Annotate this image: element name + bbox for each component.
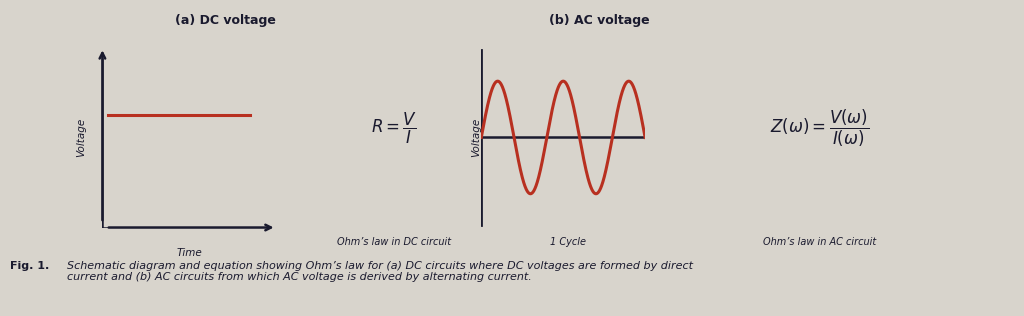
- Text: (a) DC voltage: (a) DC voltage: [175, 14, 275, 27]
- Text: Schematic diagram and equation showing Ohm’s law for (a) DC circuits where DC vo: Schematic diagram and equation showing O…: [67, 261, 692, 282]
- Text: (b) AC voltage: (b) AC voltage: [549, 14, 649, 27]
- Text: 1 Cycle: 1 Cycle: [550, 237, 587, 247]
- Text: Time: Time: [176, 248, 203, 258]
- Text: Ohm’s law in DC circuit: Ohm’s law in DC circuit: [337, 237, 452, 247]
- Text: Voltage: Voltage: [77, 118, 86, 157]
- Text: $R = \dfrac{V}{I}$: $R = \dfrac{V}{I}$: [371, 110, 418, 146]
- Text: Fig. 1.: Fig. 1.: [10, 261, 49, 271]
- Text: Ohm’s law in AC circuit: Ohm’s law in AC circuit: [763, 237, 876, 247]
- Text: Voltage: Voltage: [471, 118, 481, 157]
- Text: $Z(\omega) = \dfrac{V(\omega)}{I(\omega)}$: $Z(\omega) = \dfrac{V(\omega)}{I(\omega)…: [770, 107, 868, 149]
